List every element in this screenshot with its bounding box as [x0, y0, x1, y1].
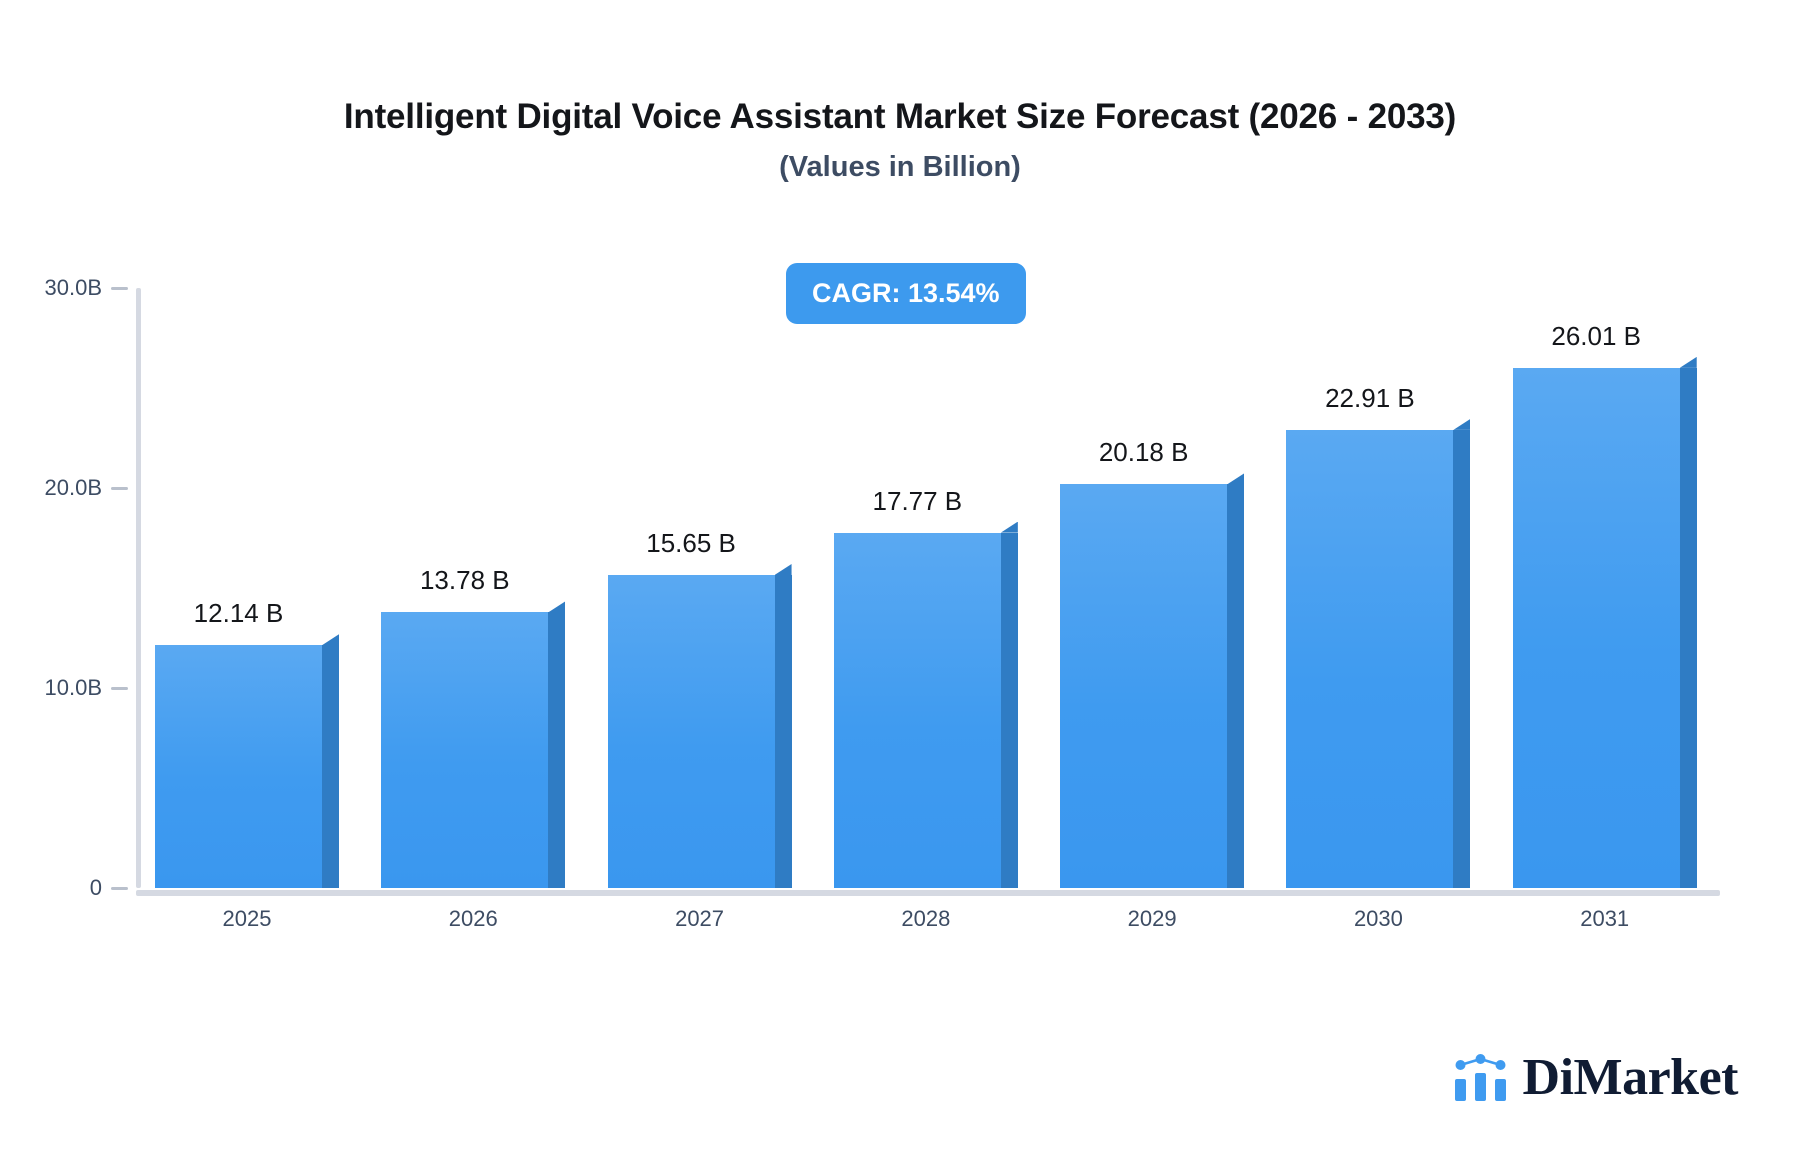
bar-column[interactable]: 12.14 B	[155, 598, 339, 888]
x-axis-tick-label: 2028	[901, 906, 951, 931]
bar-side-face	[548, 612, 566, 888]
bar-front-face	[1286, 429, 1454, 888]
bar-value-label: 15.65 B	[646, 528, 736, 558]
bar-value-label: 13.78 B	[419, 565, 510, 596]
bar-front-face	[833, 532, 1001, 888]
bar-top-bevel	[1227, 473, 1245, 485]
x-axis-tick-label: 2025	[222, 906, 272, 931]
y-axis-tick-mark	[111, 287, 128, 290]
plot-area: 30.0B 20.0B 10.0B 0 12.14 B 2025 13.78 B 2026 1…	[45, 277, 1720, 931]
bar-front-face	[607, 575, 775, 888]
bar-top-bevel	[322, 634, 339, 646]
bar-top-bevel	[1679, 356, 1697, 368]
bar-top-bevel	[774, 564, 792, 575]
bar-top-bevel	[548, 601, 566, 613]
title-block: Intelligent Digital Voice Assistant Mark…	[0, 96, 1800, 185]
bar-side-face	[1453, 429, 1471, 888]
x-axis-tick-label: 2029	[1127, 906, 1177, 931]
y-axis-line	[136, 288, 141, 888]
bar-top-bevel	[1453, 418, 1471, 430]
bar-column[interactable]: 20.18 B	[1060, 437, 1245, 888]
y-axis-tick: 30.0B	[0, 277, 136, 299]
y-axis-tick-label: 0	[89, 875, 102, 900]
bar-column[interactable]: 13.78 B	[381, 565, 566, 888]
bar-front-face	[381, 612, 549, 888]
x-axis-line	[136, 890, 1720, 896]
bar-value-label: 20.18 B	[1098, 437, 1189, 468]
x-axis-tick-label: 2026	[448, 906, 498, 931]
bar-front-face	[1060, 484, 1228, 888]
bar-side-face	[774, 575, 792, 888]
bar-side-face	[1000, 532, 1018, 888]
y-axis-tick-mark	[111, 887, 128, 890]
y-axis-tick-label: 30.0B	[44, 275, 103, 300]
x-axis-tick-label: 2027	[675, 906, 725, 931]
bar-column[interactable]: 17.77 B	[833, 486, 1018, 888]
y-axis-tick-mark	[111, 487, 128, 490]
bar-column[interactable]: 15.65 B	[607, 528, 792, 888]
x-axis-tick-label: 2030	[1353, 906, 1403, 931]
bar-value-label: 26.01 B	[1551, 320, 1642, 351]
page-title: Intelligent Digital Voice Assistant Mark…	[343, 97, 1457, 136]
cagr-badge: CAGR: 13.54%	[786, 263, 1026, 324]
bar-side-face	[1679, 367, 1697, 888]
dimarket-logo: DiMarket	[1453, 1049, 1739, 1106]
logo-text: DiMarket	[1522, 1049, 1739, 1106]
chart-subtitle: (Values in Billion)	[779, 151, 1021, 183]
bar-front-face	[155, 645, 322, 888]
y-axis-tick: 20.0B	[0, 477, 136, 499]
bar-value-label: 22.91 B	[1325, 382, 1415, 413]
cagr-badge-label: CAGR: 13.54%	[812, 278, 1000, 308]
y-axis-tick-label: 10.0B	[44, 675, 103, 700]
bar-column[interactable]: 22.91 B	[1286, 383, 1471, 888]
bar-front-face	[1512, 367, 1680, 888]
bar-column[interactable]: 26.01 B	[1512, 321, 1697, 888]
bar-side-face	[322, 645, 339, 888]
bar-side-face	[1227, 484, 1245, 888]
bar-top-bevel	[1000, 521, 1018, 533]
y-axis-tick-label: 20.0B	[44, 475, 103, 500]
y-axis-tick: 0	[0, 877, 136, 899]
y-axis-tick: 10.0B	[0, 677, 136, 699]
bar-chart-icon	[1454, 1054, 1506, 1101]
x-axis-tick-label: 2031	[1580, 906, 1630, 931]
y-axis-tick-mark	[111, 687, 128, 690]
bar-value-label: 17.77 B	[872, 485, 963, 516]
bar-value-label: 12.14 B	[193, 598, 284, 629]
